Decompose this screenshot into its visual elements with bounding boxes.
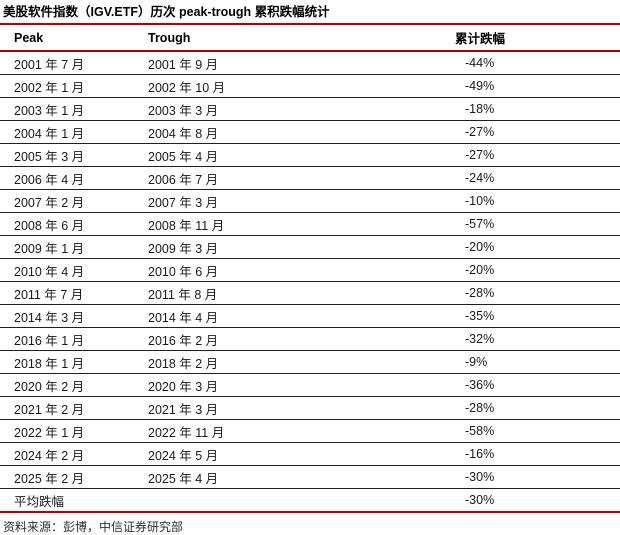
header-row: Peak Trough 累计跌幅 [0,24,620,52]
trough-cell: 2010 年 6 月 [134,258,441,282]
peak-cell: 2016 年 1 月 [0,327,134,351]
trough-cell: 2024 年 5 月 [134,442,441,466]
drawdown-cell: -49% [441,74,620,98]
drawdown-cell: -20% [441,235,620,259]
peak-cell: 2008 年 6 月 [0,212,134,236]
table-row: 2018 年 1 月 2018 年 2 月 -9% [0,350,620,374]
peak-cell: 2009 年 1 月 [0,235,134,259]
table-row: 2010 年 4 月 2010 年 6 月 -20% [0,258,620,282]
peak-cell: 2001 年 7 月 [0,51,134,75]
trough-cell: 2020 年 3 月 [134,373,441,397]
peak-cell: 2002 年 1 月 [0,74,134,98]
column-header-peak: Peak [0,24,134,52]
trough-cell: 2014 年 4 月 [134,304,441,328]
trough-cell: 2003 年 3 月 [134,97,441,121]
trough-cell: 2002 年 10 月 [134,74,441,98]
table-row: 2009 年 1 月 2009 年 3 月 -20% [0,235,620,259]
table-row: 2014 年 3 月 2014 年 4 月 -35% [0,304,620,328]
table-row: 2020 年 2 月 2020 年 3 月 -36% [0,373,620,397]
table-row: 2016 年 1 月 2016 年 2 月 -32% [0,327,620,351]
drawdown-cell: -58% [441,419,620,443]
peak-cell: 2003 年 1 月 [0,97,134,121]
drawdown-cell: -27% [441,143,620,167]
peak-cell: 2010 年 4 月 [0,258,134,282]
peak-cell: 2014 年 3 月 [0,304,134,328]
summary-trough-cell [134,488,441,513]
table-row: 2002 年 1 月 2002 年 10 月 -49% [0,74,620,98]
trough-cell: 2022 年 11 月 [134,419,441,443]
peak-cell: 2022 年 1 月 [0,419,134,443]
drawdown-table: Peak Trough 累计跌幅 2001 年 7 月 2001 年 9 月 -… [0,23,620,513]
peak-cell: 2007 年 2 月 [0,189,134,213]
source-note: 资料来源：彭博，中信证券研究部 [3,520,184,534]
table-row: 2006 年 4 月 2006 年 7 月 -24% [0,166,620,190]
trough-cell: 2001 年 9 月 [134,51,441,75]
table-row: 2021 年 2 月 2021 年 3 月 -28% [0,396,620,420]
drawdown-cell: -57% [441,212,620,236]
trough-cell: 2025 年 4 月 [134,465,441,489]
trough-cell: 2008 年 11 月 [134,212,441,236]
trough-cell: 2009 年 3 月 [134,235,441,259]
trough-cell: 2016 年 2 月 [134,327,441,351]
summary-row: 平均跌幅 -30% [0,488,620,513]
table-row: 2025 年 2 月 2025 年 4 月 -30% [0,465,620,489]
drawdown-cell: -20% [441,258,620,282]
table-row: 2001 年 7 月 2001 年 9 月 -44% [0,51,620,75]
trough-cell: 2007 年 3 月 [134,189,441,213]
drawdown-cell: -10% [441,189,620,213]
column-header-drawdown: 累计跌幅 [441,24,620,52]
table-row: 2008 年 6 月 2008 年 11 月 -57% [0,212,620,236]
drawdown-cell: -28% [441,281,620,305]
table-body: 2001 年 7 月 2001 年 9 月 -44% 2002 年 1 月 20… [0,51,620,513]
trough-cell: 2006 年 7 月 [134,166,441,190]
drawdown-cell: -36% [441,373,620,397]
drawdown-cell: -16% [441,442,620,466]
drawdown-cell: -32% [441,327,620,351]
peak-cell: 2004 年 1 月 [0,120,134,144]
trough-cell: 2018 年 2 月 [134,350,441,374]
table-header: Peak Trough 累计跌幅 [0,24,620,52]
peak-cell: 2006 年 4 月 [0,166,134,190]
drawdown-cell: -18% [441,97,620,121]
peak-cell: 2018 年 1 月 [0,350,134,374]
table-row: 2007 年 2 月 2007 年 3 月 -10% [0,189,620,213]
drawdown-cell: -35% [441,304,620,328]
trough-cell: 2011 年 8 月 [134,281,441,305]
drawdown-cell: -28% [441,396,620,420]
table-row: 2022 年 1 月 2022 年 11 月 -58% [0,419,620,443]
peak-cell: 2011 年 7 月 [0,281,134,305]
peak-cell: 2020 年 2 月 [0,373,134,397]
table-row: 2003 年 1 月 2003 年 3 月 -18% [0,97,620,121]
drawdown-cell: -30% [441,465,620,489]
peak-cell: 2005 年 3 月 [0,143,134,167]
trough-cell: 2004 年 8 月 [134,120,441,144]
summary-label: 平均跌幅 [0,488,134,513]
table-row: 2004 年 1 月 2004 年 8 月 -27% [0,120,620,144]
table-row: 2005 年 3 月 2005 年 4 月 -27% [0,143,620,167]
drawdown-cell: -27% [441,120,620,144]
drawdown-cell: -9% [441,350,620,374]
table-title: 美股软件指数（IGV.ETF）历次 peak-trough 累积跌幅统计 [3,5,330,19]
drawdown-cell: -24% [441,166,620,190]
summary-drawdown-cell: -30% [441,488,620,513]
table-row: 2024 年 2 月 2024 年 5 月 -16% [0,442,620,466]
table-row: 2011 年 7 月 2011 年 8 月 -28% [0,281,620,305]
peak-cell: 2021 年 2 月 [0,396,134,420]
trough-cell: 2005 年 4 月 [134,143,441,167]
trough-cell: 2021 年 3 月 [134,396,441,420]
drawdown-cell: -44% [441,51,620,75]
column-header-trough: Trough [134,24,441,52]
peak-cell: 2025 年 2 月 [0,465,134,489]
peak-cell: 2024 年 2 月 [0,442,134,466]
